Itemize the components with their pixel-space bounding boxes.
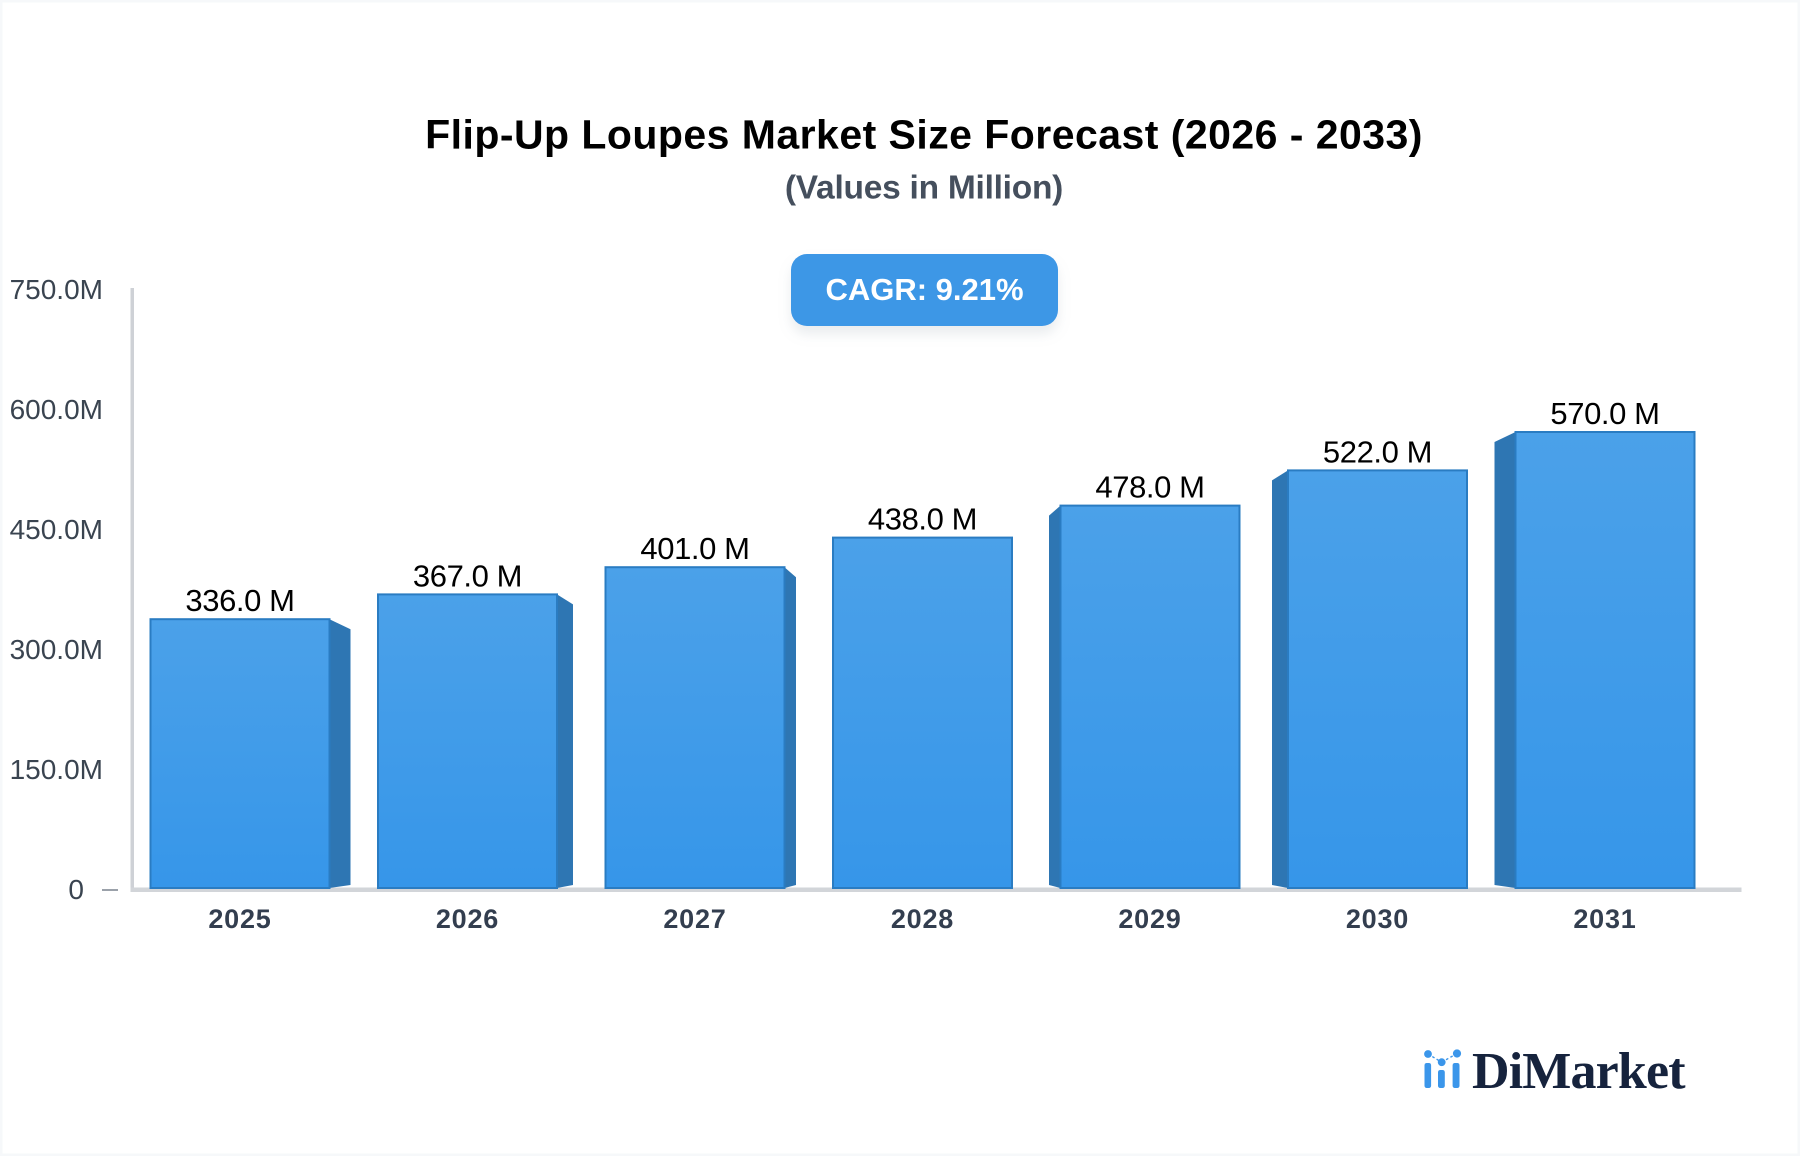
svg-text:570.0 M: 570.0 M <box>1550 396 1659 431</box>
svg-text:522.0 M: 522.0 M <box>1323 434 1432 469</box>
svg-text:2029: 2029 <box>1118 904 1181 934</box>
svg-text:2028: 2028 <box>891 904 954 934</box>
svg-text:0: 0 <box>68 874 84 905</box>
svg-text:150.0M: 150.0M <box>10 754 103 785</box>
svg-text:600.0M: 600.0M <box>10 394 103 425</box>
svg-text:438.0 M: 438.0 M <box>868 502 977 537</box>
svg-text:2027: 2027 <box>663 904 726 934</box>
svg-text:DiMarket: DiMarket <box>1472 1043 1686 1100</box>
svg-text:2030: 2030 <box>1346 904 1409 934</box>
svg-text:450.0M: 450.0M <box>10 514 103 545</box>
svg-text:336.0 M: 336.0 M <box>185 583 294 618</box>
svg-text:2031: 2031 <box>1573 904 1636 934</box>
svg-text:2026: 2026 <box>436 904 499 934</box>
svg-text:(Values in Million): (Values in Million) <box>785 170 1063 207</box>
svg-text:750.0M: 750.0M <box>10 274 103 305</box>
svg-text:300.0M: 300.0M <box>10 634 103 665</box>
svg-text:CAGR: 9.21%: CAGR: 9.21% <box>825 272 1023 307</box>
svg-text:478.0 M: 478.0 M <box>1095 470 1204 505</box>
svg-text:Flip-Up Loupes Market Size For: Flip-Up Loupes Market Size Forecast (202… <box>425 111 1423 157</box>
svg-text:2025: 2025 <box>208 904 271 934</box>
svg-text:367.0 M: 367.0 M <box>413 558 522 593</box>
svg-text:401.0 M: 401.0 M <box>640 531 749 566</box>
